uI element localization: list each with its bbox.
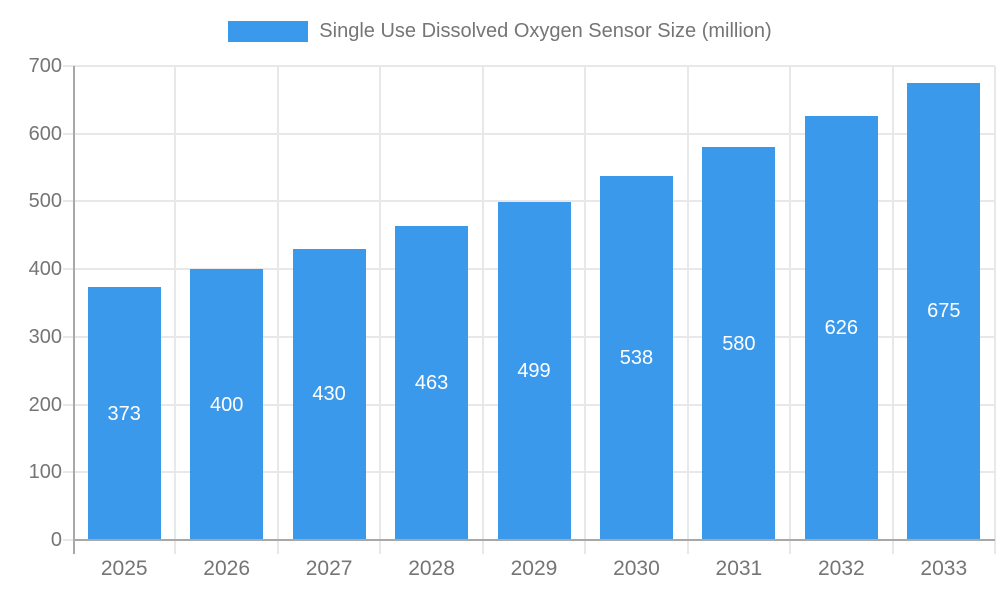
bar-2025 xyxy=(87,287,161,540)
bar-value-label: 626 xyxy=(824,317,859,340)
bar-2031 xyxy=(702,147,776,540)
h-gridline xyxy=(73,200,995,203)
x-tick-label: 2025 xyxy=(100,557,148,580)
bar-value-label: 499 xyxy=(517,360,551,383)
x-axis-tick xyxy=(686,540,689,554)
y-tick-label: 600 xyxy=(28,122,62,145)
v-gridline xyxy=(481,66,484,540)
bar-value-label: 463 xyxy=(414,372,449,395)
bar-2032 xyxy=(804,116,878,540)
x-axis-tick xyxy=(584,540,587,554)
x-axis-line xyxy=(73,539,995,541)
h-gridline xyxy=(73,65,995,67)
x-axis-tick xyxy=(276,540,279,554)
legend-swatch xyxy=(228,21,309,42)
x-axis-tick xyxy=(481,540,484,554)
y-axis-tick xyxy=(63,200,73,203)
legend-label: Single Use Dissolved Oxygen Sensor Size … xyxy=(319,20,772,42)
y-axis-tick xyxy=(63,403,73,406)
bar-value-label: 430 xyxy=(312,383,346,406)
bar-value-label: 538 xyxy=(619,346,654,369)
y-tick-label: 400 xyxy=(28,258,62,281)
bar-2027 xyxy=(292,248,366,540)
y-axis-line xyxy=(73,66,75,554)
v-gridline xyxy=(994,66,996,540)
x-tick-label: 2030 xyxy=(613,557,660,580)
v-gridline xyxy=(789,66,792,540)
x-axis-tick xyxy=(379,540,382,554)
h-gridline xyxy=(73,132,995,135)
bar-value-label: 580 xyxy=(722,332,756,355)
y-tick-label: 0 xyxy=(50,529,62,551)
x-axis-tick xyxy=(994,540,996,554)
bar-value-label: 400 xyxy=(209,393,244,416)
bar-2029 xyxy=(497,202,571,540)
v-gridline xyxy=(686,66,689,540)
x-axis-tick xyxy=(891,540,894,554)
bar-2026 xyxy=(190,269,264,540)
bar-2030 xyxy=(599,175,673,540)
y-axis-tick xyxy=(63,335,73,338)
x-tick-label: 2027 xyxy=(305,557,353,580)
bar-2028 xyxy=(395,226,469,540)
y-tick-label: 500 xyxy=(28,190,62,213)
v-gridline xyxy=(584,66,587,540)
x-axis-tick xyxy=(174,540,177,554)
y-axis-tick xyxy=(63,268,73,271)
x-tick-label: 2026 xyxy=(203,557,251,580)
bar-value-label: 373 xyxy=(107,402,141,425)
x-tick-label: 2031 xyxy=(715,557,763,580)
v-gridline xyxy=(276,66,279,540)
x-axis-tick xyxy=(789,540,792,554)
x-tick-label: 2028 xyxy=(408,557,455,580)
y-axis-tick xyxy=(63,471,73,474)
x-tick-label: 2032 xyxy=(817,557,865,580)
y-axis-tick xyxy=(63,539,73,541)
y-axis-tick xyxy=(63,65,73,67)
bar-value-label: 675 xyxy=(927,300,961,323)
v-gridline xyxy=(174,66,177,540)
x-tick-label: 2029 xyxy=(510,557,558,580)
bar-2033 xyxy=(907,82,981,540)
v-gridline xyxy=(379,66,382,540)
x-tick-label: 2033 xyxy=(920,557,968,580)
legend[interactable]: Single Use Dissolved Oxygen Sensor Size … xyxy=(0,20,1000,43)
y-axis-tick xyxy=(63,132,73,135)
y-tick-label: 300 xyxy=(28,325,62,348)
y-tick-label: 200 xyxy=(28,393,62,416)
v-gridline xyxy=(891,66,894,540)
y-tick-label: 100 xyxy=(28,461,62,484)
y-tick-label: 700 xyxy=(28,55,62,77)
